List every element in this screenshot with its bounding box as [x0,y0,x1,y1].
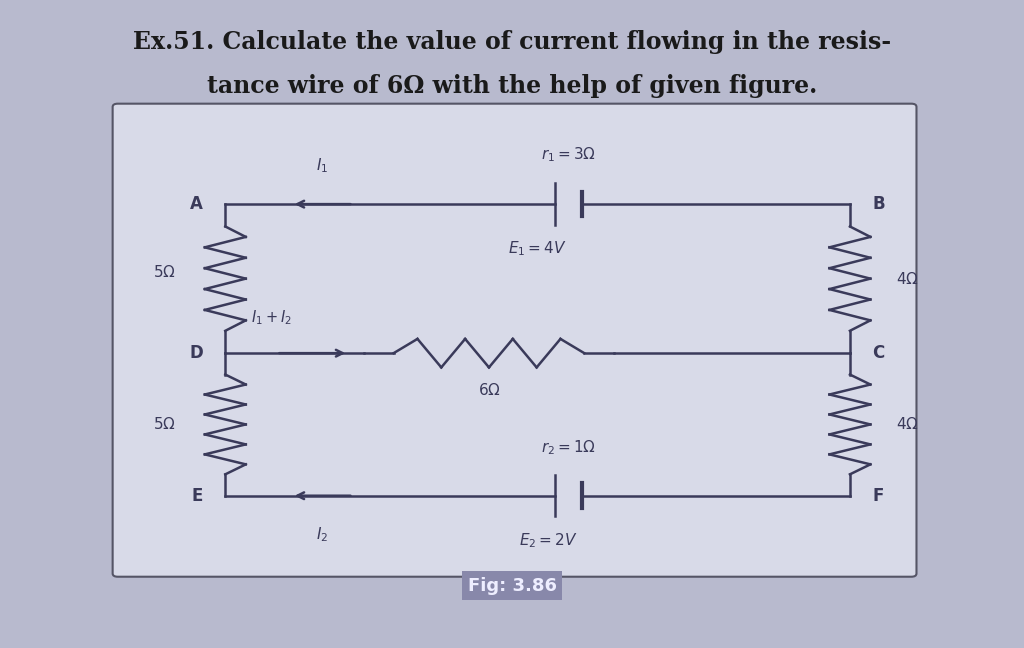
Text: $4\Omega$: $4\Omega$ [896,271,919,286]
Text: $I_1$: $I_1$ [316,156,329,175]
Text: A: A [189,195,203,213]
Text: tance wire of 6Ω with the help of given figure.: tance wire of 6Ω with the help of given … [207,73,817,98]
Text: Fig: 3.86: Fig: 3.86 [468,577,556,595]
Text: D: D [189,344,203,362]
Text: B: B [872,195,885,213]
FancyBboxPatch shape [113,104,916,577]
Text: $r_1 = 3\Omega$: $r_1 = 3\Omega$ [541,145,596,164]
Text: F: F [872,487,884,505]
Text: $6\Omega$: $6\Omega$ [477,382,501,399]
Text: $I_2$: $I_2$ [316,525,329,544]
Text: $E_2 = 2V$: $E_2 = 2V$ [518,531,578,550]
Text: $I_1+I_2$: $I_1+I_2$ [251,308,292,327]
Text: $r_2 = 1\Omega$: $r_2 = 1\Omega$ [541,438,596,457]
Text: Ex.51. Calculate the value of current flowing in the resis-: Ex.51. Calculate the value of current fl… [133,30,891,54]
Text: $4\Omega$: $4\Omega$ [896,417,919,432]
Text: E: E [191,487,203,505]
Text: $5\Omega$: $5\Omega$ [154,264,176,280]
Text: C: C [872,344,885,362]
Text: $E_1 = 4V$: $E_1 = 4V$ [508,240,567,259]
Text: $5\Omega$: $5\Omega$ [154,417,176,432]
